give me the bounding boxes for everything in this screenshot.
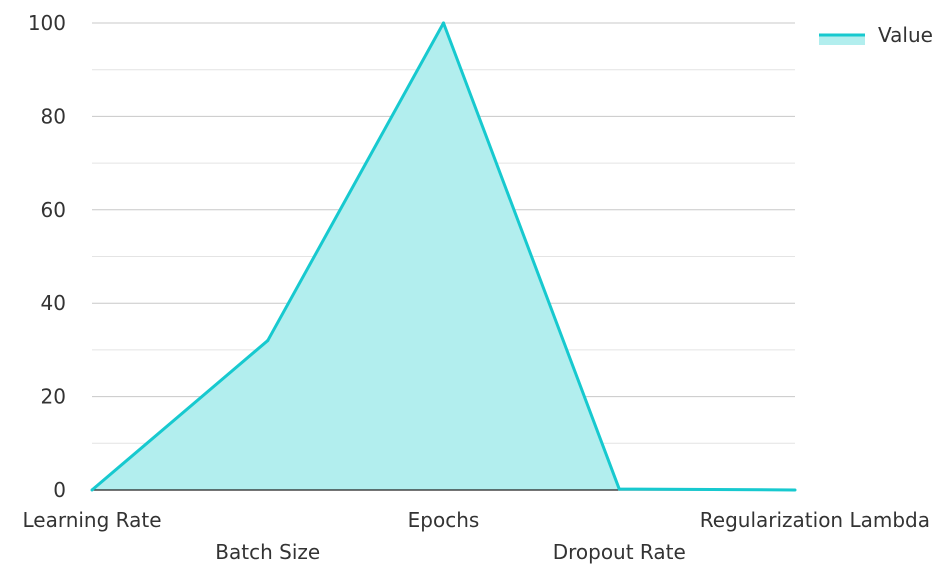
y-tick-label: 40: [41, 291, 66, 315]
x-tick-label: Epochs: [408, 508, 480, 532]
data-point-1: [266, 339, 270, 343]
area-fill: [92, 23, 795, 490]
x-axis: Learning Rate Batch Size Epochs Dropout Rat…: [22, 508, 930, 564]
x-tick-label: Dropout Rate: [553, 540, 686, 564]
y-axis: 0 20 40 60 80 100: [28, 11, 66, 502]
x-tick-label: Batch Size: [215, 540, 320, 564]
y-tick-label: 0: [53, 478, 66, 502]
legend: Value: [819, 23, 933, 47]
x-tick-label: Regularization Lambda: [700, 508, 930, 532]
data-point-0: [90, 488, 94, 492]
area-series: [90, 21, 797, 492]
y-tick-label: 80: [41, 104, 66, 128]
y-tick-label: 60: [41, 198, 66, 222]
data-point-2: [442, 21, 445, 25]
legend-swatch-fill: [819, 35, 865, 45]
data-point-3: [617, 487, 621, 491]
x-tick-label: Learning Rate: [22, 508, 161, 532]
legend-label: Value: [878, 23, 933, 47]
y-tick-label: 100: [28, 11, 66, 35]
y-tick-label: 20: [41, 385, 66, 409]
data-point-4: [793, 488, 797, 492]
